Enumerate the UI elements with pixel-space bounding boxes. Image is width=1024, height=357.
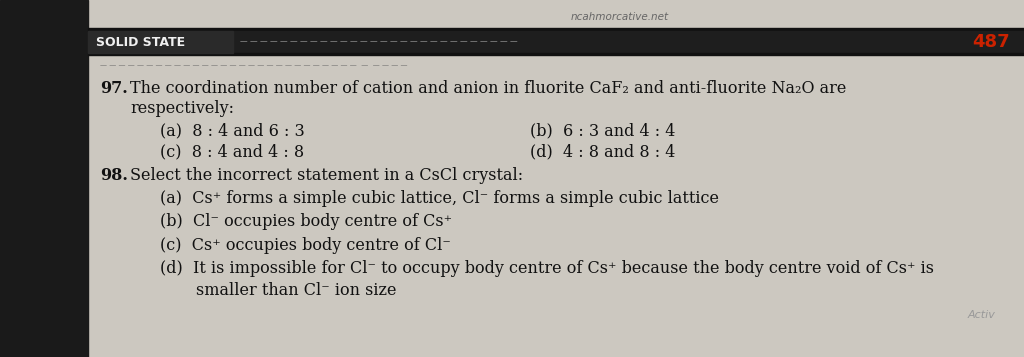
Text: ncahmorcative.net: ncahmorcative.net [571, 12, 669, 22]
Text: The coordination number of cation and anion in fluorite CaF₂ and anti-fluorite N: The coordination number of cation and an… [130, 80, 847, 97]
Text: (a)  Cs⁺ forms a simple cubic lattice, Cl⁻ forms a simple cubic lattice: (a) Cs⁺ forms a simple cubic lattice, Cl… [160, 190, 719, 207]
Bar [88, 31, 1024, 53]
Bar [88, 28, 1024, 31]
Text: Activ: Activ [967, 310, 995, 320]
Text: 487: 487 [973, 33, 1010, 51]
Text: — — — — — — — — — — — — — — — — — — — — — — — — — — — —: — — — — — — — — — — — — — — — — — — — — … [240, 37, 517, 46]
Text: 98.: 98. [100, 167, 128, 184]
Text: (d)  It is impossible for Cl⁻ to occupy body centre of Cs⁺ because the body cent: (d) It is impossible for Cl⁻ to occupy b… [160, 260, 934, 277]
Text: Select the incorrect statement in a CsCl crystal:: Select the incorrect statement in a CsCl… [130, 167, 523, 184]
Text: (b)  6 : 3 and 4 : 4: (b) 6 : 3 and 4 : 4 [530, 122, 676, 139]
Text: smaller than Cl⁻ ion size: smaller than Cl⁻ ion size [196, 282, 396, 299]
Text: (c)  Cs⁺ occupies body centre of Cl⁻: (c) Cs⁺ occupies body centre of Cl⁻ [160, 237, 451, 254]
Text: SOLID STATE: SOLID STATE [96, 35, 185, 49]
Text: (d)  4 : 8 and 8 : 4: (d) 4 : 8 and 8 : 4 [530, 143, 676, 160]
Text: respectively:: respectively: [130, 100, 234, 117]
Bar [0, 0, 88, 357]
Text: (b)  Cl⁻ occupies body centre of Cs⁺: (b) Cl⁻ occupies body centre of Cs⁺ [160, 213, 453, 230]
Text: (a)  8 : 4 and 6 : 3: (a) 8 : 4 and 6 : 3 [160, 122, 305, 139]
Bar [88, 53, 1024, 55]
Text: — — — — — — — — — — — — — — — — — — — — — — — — — — — —  —  — — — —: — — — — — — — — — — — — — — — — — — — — … [100, 62, 408, 68]
Text: 97.: 97. [100, 80, 128, 97]
Text: (c)  8 : 4 and 4 : 8: (c) 8 : 4 and 4 : 8 [160, 143, 304, 160]
Bar [88, 31, 233, 53]
